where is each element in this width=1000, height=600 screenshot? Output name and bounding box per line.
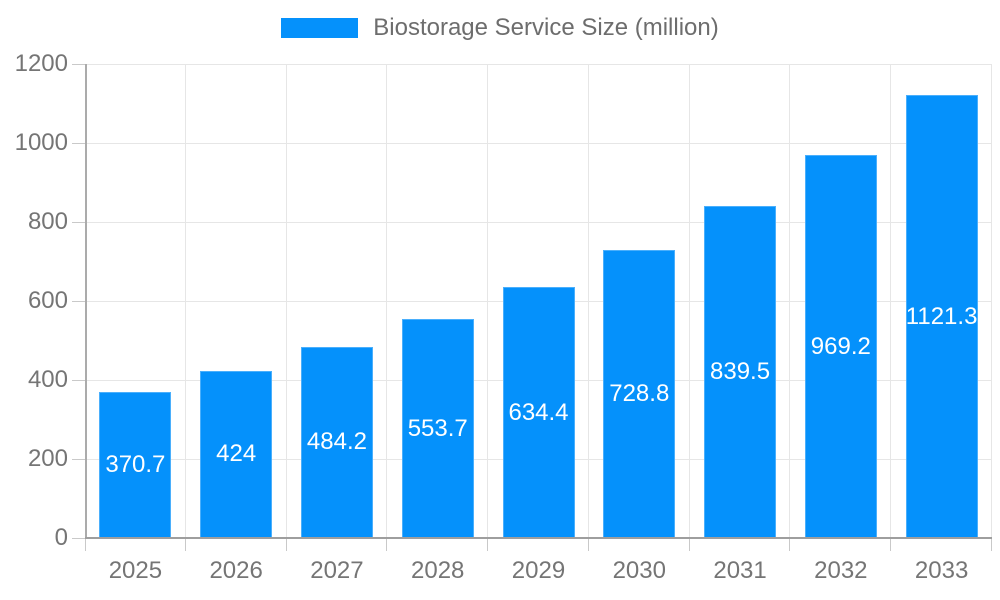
y-axis-tick-label: 800 xyxy=(27,208,68,235)
x-axis-tick xyxy=(789,538,791,551)
x-axis-category-label: 2025 xyxy=(108,557,163,584)
gridline-h xyxy=(85,222,992,223)
bar-value-label: 634.4 xyxy=(508,398,569,426)
y-axis-tick xyxy=(72,64,85,65)
y-axis-tick xyxy=(72,222,85,223)
x-axis-category-label: 2026 xyxy=(209,557,263,584)
y-axis-tick-label: 1200 xyxy=(14,50,68,77)
bar-value-label: 969.2 xyxy=(810,332,871,360)
x-axis-category-label: 2032 xyxy=(814,557,868,584)
gridline-v xyxy=(789,64,791,538)
x-axis-line xyxy=(85,537,992,539)
chart-legend[interactable]: Biostorage Service Size (million) xyxy=(0,14,1000,42)
x-axis-tick xyxy=(487,538,489,551)
bar-2026[interactable]: 424 xyxy=(200,370,273,538)
x-axis-tick xyxy=(991,538,992,551)
y-axis-tick-label: 400 xyxy=(27,366,68,393)
x-axis-tick xyxy=(587,538,589,551)
gridline-h xyxy=(85,143,992,144)
y-axis-tick xyxy=(72,143,85,144)
gridline-h xyxy=(85,64,992,65)
y-axis-tick xyxy=(72,301,85,302)
x-axis-category-label: 2027 xyxy=(310,557,364,584)
y-axis-tick-label: 600 xyxy=(27,287,68,314)
x-axis-category-label: 2029 xyxy=(511,557,566,584)
x-axis-tick xyxy=(85,538,86,551)
x-axis-tick xyxy=(890,538,892,551)
legend-series-label: Biostorage Service Size (million) xyxy=(373,14,719,41)
bar-value-label: 553.7 xyxy=(407,414,468,442)
x-axis-category-label: 2028 xyxy=(411,557,465,584)
gridline-v xyxy=(285,64,287,538)
y-axis-tick xyxy=(72,538,85,539)
legend-color-swatch xyxy=(281,18,359,38)
y-axis-tick-label: 0 xyxy=(54,524,68,551)
x-axis-category-label: 2030 xyxy=(612,557,666,584)
y-axis-tick xyxy=(72,380,85,381)
gridline-v xyxy=(487,64,489,538)
bar-value-label: 1121.3 xyxy=(905,302,978,330)
bar-2030[interactable]: 728.8 xyxy=(603,250,676,538)
y-axis-line xyxy=(85,64,87,538)
bar-value-label: 424 xyxy=(216,440,257,468)
bar-value-label: 839.5 xyxy=(710,358,771,386)
x-axis-tick xyxy=(386,538,388,551)
bar-2029[interactable]: 634.4 xyxy=(502,287,575,538)
x-axis-tick xyxy=(184,538,186,551)
plot-area: 370.7 424 484.2 553.7 634.4 728.8 839.5 969.2 11… xyxy=(85,64,992,539)
gridline-v xyxy=(587,64,589,538)
y-axis-tick-label: 200 xyxy=(27,445,68,472)
x-axis-category-label: 2033 xyxy=(914,557,969,584)
gridline-v xyxy=(688,64,690,538)
bar-2031[interactable]: 839.5 xyxy=(704,206,777,538)
gridline-v xyxy=(991,64,992,538)
y-axis-tick-label: 1000 xyxy=(14,129,68,156)
x-axis-category-label: 2031 xyxy=(713,557,767,584)
bar-value-label: 728.8 xyxy=(609,380,670,408)
x-axis-tick xyxy=(285,538,287,551)
y-axis-tick xyxy=(72,459,85,460)
x-axis-tick xyxy=(688,538,690,551)
bar-2028[interactable]: 553.7 xyxy=(401,319,474,538)
bar-2032[interactable]: 969.2 xyxy=(804,155,877,538)
gridline-v xyxy=(890,64,892,538)
gridline-v xyxy=(386,64,388,538)
bar-2027[interactable]: 484.2 xyxy=(300,346,373,538)
bar-2033[interactable]: 1121.3 xyxy=(905,95,978,538)
bar-value-label: 484.2 xyxy=(306,428,367,456)
bar-2025[interactable]: 370.7 xyxy=(99,391,172,538)
gridline-v xyxy=(184,64,186,538)
bar-value-label: 370.7 xyxy=(105,450,166,478)
